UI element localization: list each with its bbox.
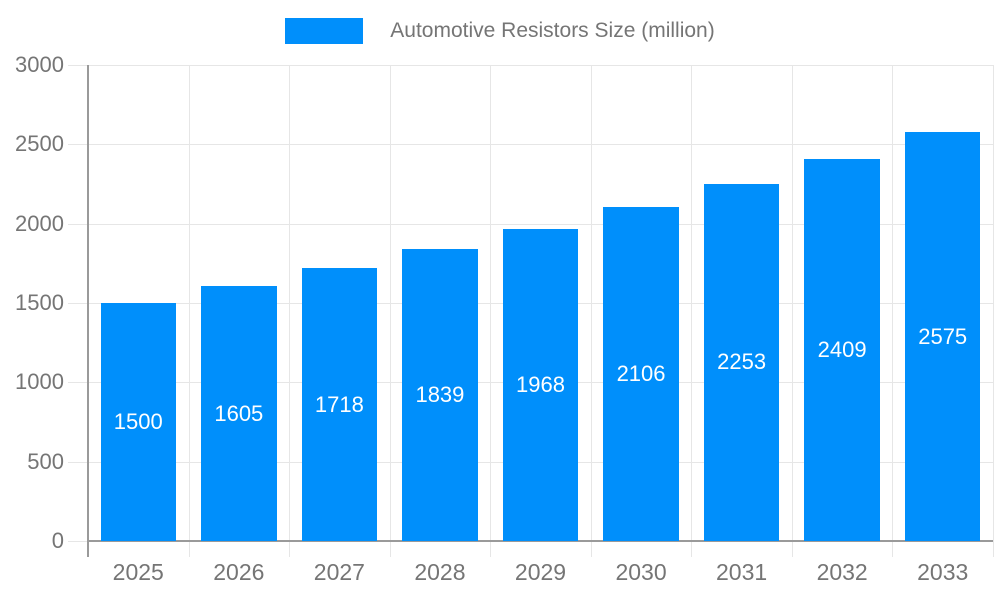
bar-value-label: 1605 <box>214 400 264 426</box>
gridline-x <box>691 65 693 557</box>
x-axis-tick-label: 2029 <box>514 559 567 585</box>
y-axis-tick-label: 2000 <box>15 210 64 236</box>
bar-2025[interactable]: 1500 <box>100 303 176 541</box>
gridline-x <box>188 65 190 557</box>
y-axis-line <box>87 65 89 557</box>
legend-swatch <box>285 18 364 44</box>
legend-label: Automotive Resistors Size (million) <box>390 19 715 42</box>
bar-value-label: 2253 <box>717 349 767 375</box>
bar-value-label: 2106 <box>616 360 666 386</box>
x-axis-tick-label: 2025 <box>112 559 164 585</box>
legend[interactable]: Automotive Resistors Size (million) <box>0 12 1000 50</box>
x-axis-tick-label: 2032 <box>816 559 868 585</box>
x-axis-tick-label: 2033 <box>917 559 969 585</box>
bar-2028[interactable]: 1839 <box>402 249 478 541</box>
bar-value-label: 1968 <box>516 371 565 397</box>
y-axis-tick-label: 2500 <box>15 131 64 157</box>
x-axis-tick-label: 2028 <box>414 559 466 585</box>
bar-2026[interactable]: 1605 <box>201 286 277 541</box>
bar-2030[interactable]: 2106 <box>603 206 679 541</box>
gridline-x <box>289 65 291 557</box>
y-axis-tick-label: 3000 <box>15 52 64 77</box>
bar-2031[interactable]: 2253 <box>703 183 780 541</box>
gridline-y <box>68 65 993 66</box>
gridline-y <box>68 223 993 225</box>
bar-2032[interactable]: 2409 <box>804 158 880 541</box>
x-axis-tick-label: 2030 <box>615 559 667 585</box>
y-axis-tick-label: 500 <box>27 448 64 474</box>
bar-value-label: 1718 <box>314 391 364 417</box>
y-axis-tick-label: 1000 <box>15 369 64 395</box>
gridline-x <box>590 65 592 557</box>
x-axis-tick-label: 2031 <box>716 559 768 585</box>
gridline-x <box>389 65 391 557</box>
bar-2033[interactable]: 2575 <box>905 132 981 541</box>
gridline-x <box>892 65 894 557</box>
x-axis-baseline <box>88 540 993 542</box>
y-axis-tick-label: 1500 <box>15 290 64 315</box>
bar-value-label: 2409 <box>817 336 867 362</box>
bar-2029[interactable]: 1968 <box>502 228 579 541</box>
bar-value-label: 2575 <box>918 323 968 349</box>
gridline-x <box>791 65 793 557</box>
y-axis-tick-label: 0 <box>51 528 64 553</box>
bar-value-label: 1500 <box>113 409 163 434</box>
bar-value-label: 1839 <box>415 382 465 408</box>
x-axis-tick-label: 2027 <box>313 559 365 585</box>
bar-2027[interactable]: 1718 <box>301 268 378 541</box>
gridline-x <box>993 65 994 557</box>
gridline-y <box>68 144 993 146</box>
x-axis-tick-label: 2026 <box>213 559 265 585</box>
gridline-x <box>490 65 492 557</box>
